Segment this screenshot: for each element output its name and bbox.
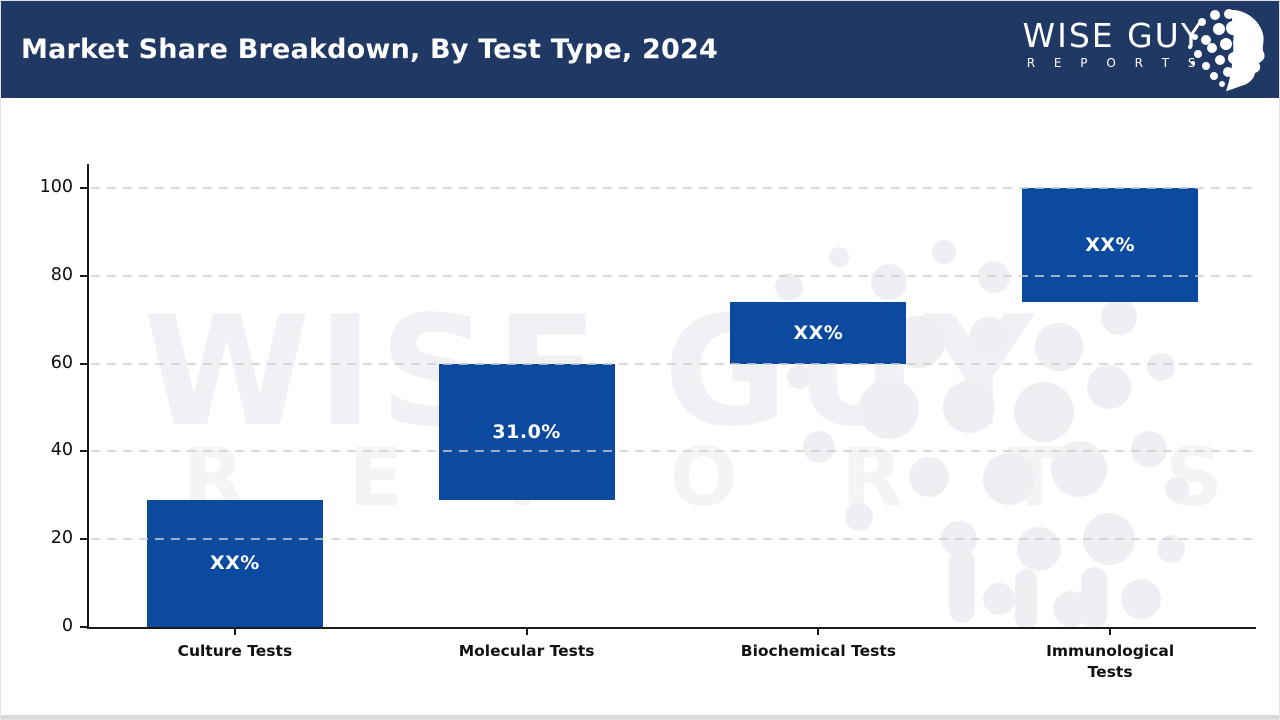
x-category-label: Molecular Tests <box>458 642 595 660</box>
gridline-60 <box>91 362 1256 365</box>
y-tick-mark <box>80 362 89 365</box>
x-category-label: Immunological Tests <box>1046 642 1175 681</box>
chart-plot-area: XX% 31.0% XX% XX% 0 20 40 60 80 100 Culture Tests M… <box>1 98 1279 716</box>
x-tick-mark <box>817 627 820 635</box>
gridline-20 <box>91 538 1256 541</box>
x-axis-line <box>87 627 1256 629</box>
gridline-80 <box>91 274 1256 277</box>
y-tick-label: 40 <box>50 440 73 461</box>
x-category-label: Biochemical Tests <box>740 642 896 660</box>
header-band: Market Share Breakdown, By Test Type, 20… <box>1 1 1279 98</box>
y-tick-mark <box>80 187 89 189</box>
y-tick-label: 20 <box>50 528 73 549</box>
y-tick-mark <box>80 538 89 541</box>
bar-culture-tests: XX% <box>146 499 323 627</box>
bar-value-label: XX% <box>793 321 844 344</box>
y-tick-label: 0 <box>61 616 73 636</box>
logo-dotted-face-icon <box>1188 9 1265 91</box>
y-tick-label: 60 <box>50 352 73 373</box>
wise-guy-reports-logo: WISE GUY R E P O R T S <box>1013 1 1273 98</box>
gridline-40 <box>91 450 1256 453</box>
x-category-label: Culture Tests <box>177 642 293 660</box>
logo-subtitle: R E P O R T S <box>1026 56 1203 70</box>
logo-text: WISE GUY R E P O R T S <box>1022 18 1203 72</box>
watermark-subtitle: R E P O R T S <box>183 431 1261 524</box>
y-tick-mark <box>80 274 89 277</box>
bar-biochemical-tests: XX% <box>730 302 907 364</box>
y-tick-label: 80 <box>50 264 73 285</box>
y-axis-line <box>87 164 89 629</box>
y-tick-label: 100 <box>39 177 73 197</box>
bar-value-label: XX% <box>209 552 260 575</box>
page-title: Market Share Breakdown, By Test Type, 20… <box>21 34 719 65</box>
gridline-100 <box>91 187 1256 189</box>
y-tick-mark <box>80 626 89 628</box>
bar-molecular-tests: 31.0% <box>438 363 615 500</box>
x-tick-mark <box>525 627 528 635</box>
bar-value-label: XX% <box>1085 234 1136 257</box>
y-tick-mark <box>80 450 89 453</box>
bar-value-label: 31.0% <box>492 420 561 443</box>
bar-immunological-tests: XX% <box>1022 188 1199 303</box>
logo-wordmark: WISE GUY <box>1022 16 1203 55</box>
x-tick-mark <box>233 627 236 635</box>
x-tick-mark <box>1109 627 1112 635</box>
footer-strip <box>1 715 1279 719</box>
